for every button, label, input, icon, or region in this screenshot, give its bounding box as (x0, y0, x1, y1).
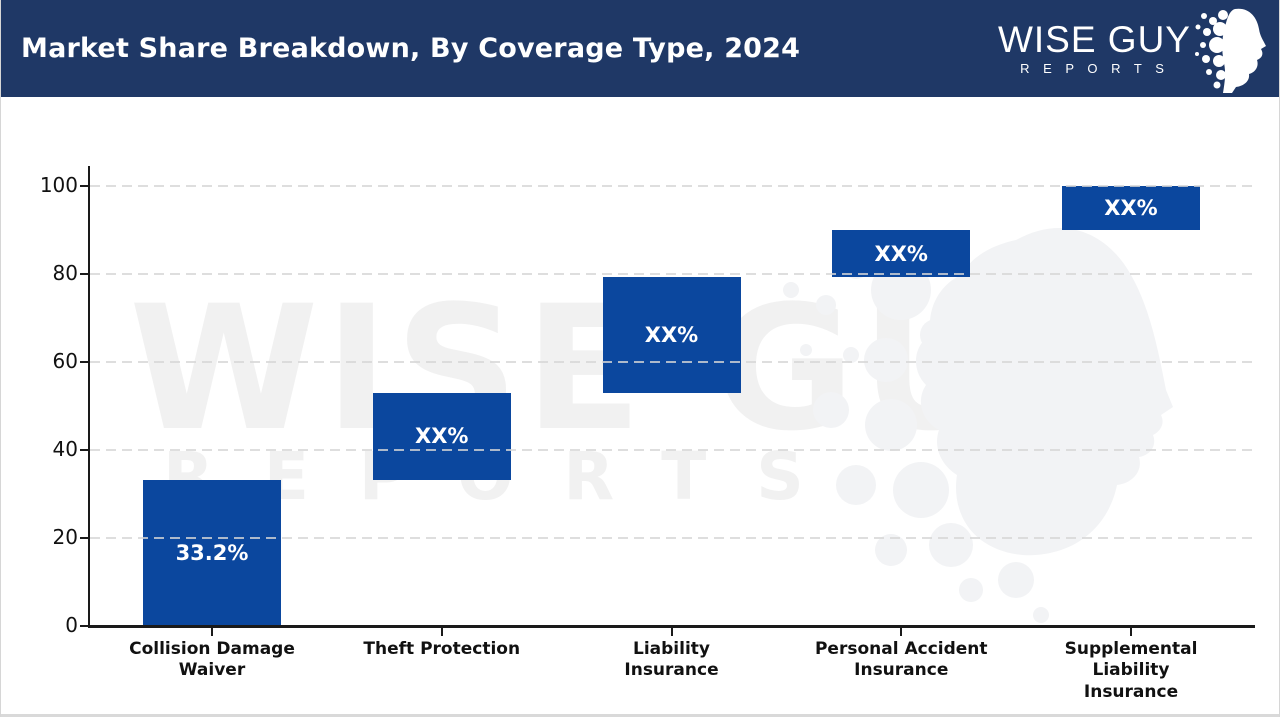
y-tick-label-100: 100 (39, 173, 78, 197)
y-tick-label-0: 0 (65, 613, 78, 637)
gridline-20 (90, 537, 1255, 539)
page-title: Market Share Breakdown, By Coverage Type… (21, 33, 801, 64)
category-label-2: Liability Insurance (624, 639, 719, 681)
x-tick-4 (1130, 628, 1132, 636)
x-tick-0 (211, 628, 213, 636)
y-tick-100 (80, 185, 89, 187)
bar-3 (832, 230, 971, 278)
watermark-head-graphic (783, 227, 1173, 623)
y-tick-label-20: 20 (52, 525, 78, 549)
bar-4 (1062, 186, 1200, 230)
y-tick-60 (80, 361, 89, 363)
y-tick-label-40: 40 (52, 437, 78, 461)
y-tick-label-80: 80 (52, 261, 78, 285)
x-tick-2 (670, 628, 673, 636)
bar-value-label-2: XX% (644, 322, 699, 347)
x-axis-line (88, 625, 1255, 628)
category-label-4: Supplemental Liability Insurance (1064, 639, 1198, 702)
bar-value-label-3: XX% (874, 241, 928, 266)
gridline-100 (90, 185, 1255, 187)
bar-value-label-1: XX% (415, 424, 469, 449)
brand-logo: WISE GUY R E P O R T S (998, 5, 1267, 93)
category-label-0: Collision Damage Waiver (129, 639, 295, 681)
bar-1 (372, 392, 511, 480)
brand-subtitle: R E P O R T S (1020, 61, 1169, 76)
bottom-divider (1, 714, 1279, 717)
header-bar: Market Share Breakdown, By Coverage Type… (1, 0, 1279, 97)
x-tick-3 (900, 628, 903, 636)
bar-2 (602, 277, 741, 393)
x-tick-1 (440, 628, 443, 636)
bar-0 (143, 479, 281, 626)
y-tick-20 (80, 537, 89, 539)
y-tick-0 (80, 625, 89, 627)
y-tick-40 (80, 449, 89, 451)
category-label-3: Personal Accident Insurance (814, 639, 988, 681)
bar-value-label-4: XX% (1104, 196, 1158, 220)
gridline-40 (90, 449, 1255, 451)
category-label-1: Theft Protection (363, 639, 521, 659)
bar-value-label-0: 33.2% (175, 540, 249, 565)
y-axis-line (88, 166, 90, 628)
gridline-80 (90, 273, 1255, 275)
y-tick-label-60: 60 (52, 349, 78, 373)
brand-name: WISE GUY (997, 19, 1191, 60)
brand-head-icon (1195, 8, 1266, 93)
y-tick-80 (80, 273, 89, 275)
gridline-60 (90, 361, 1255, 363)
